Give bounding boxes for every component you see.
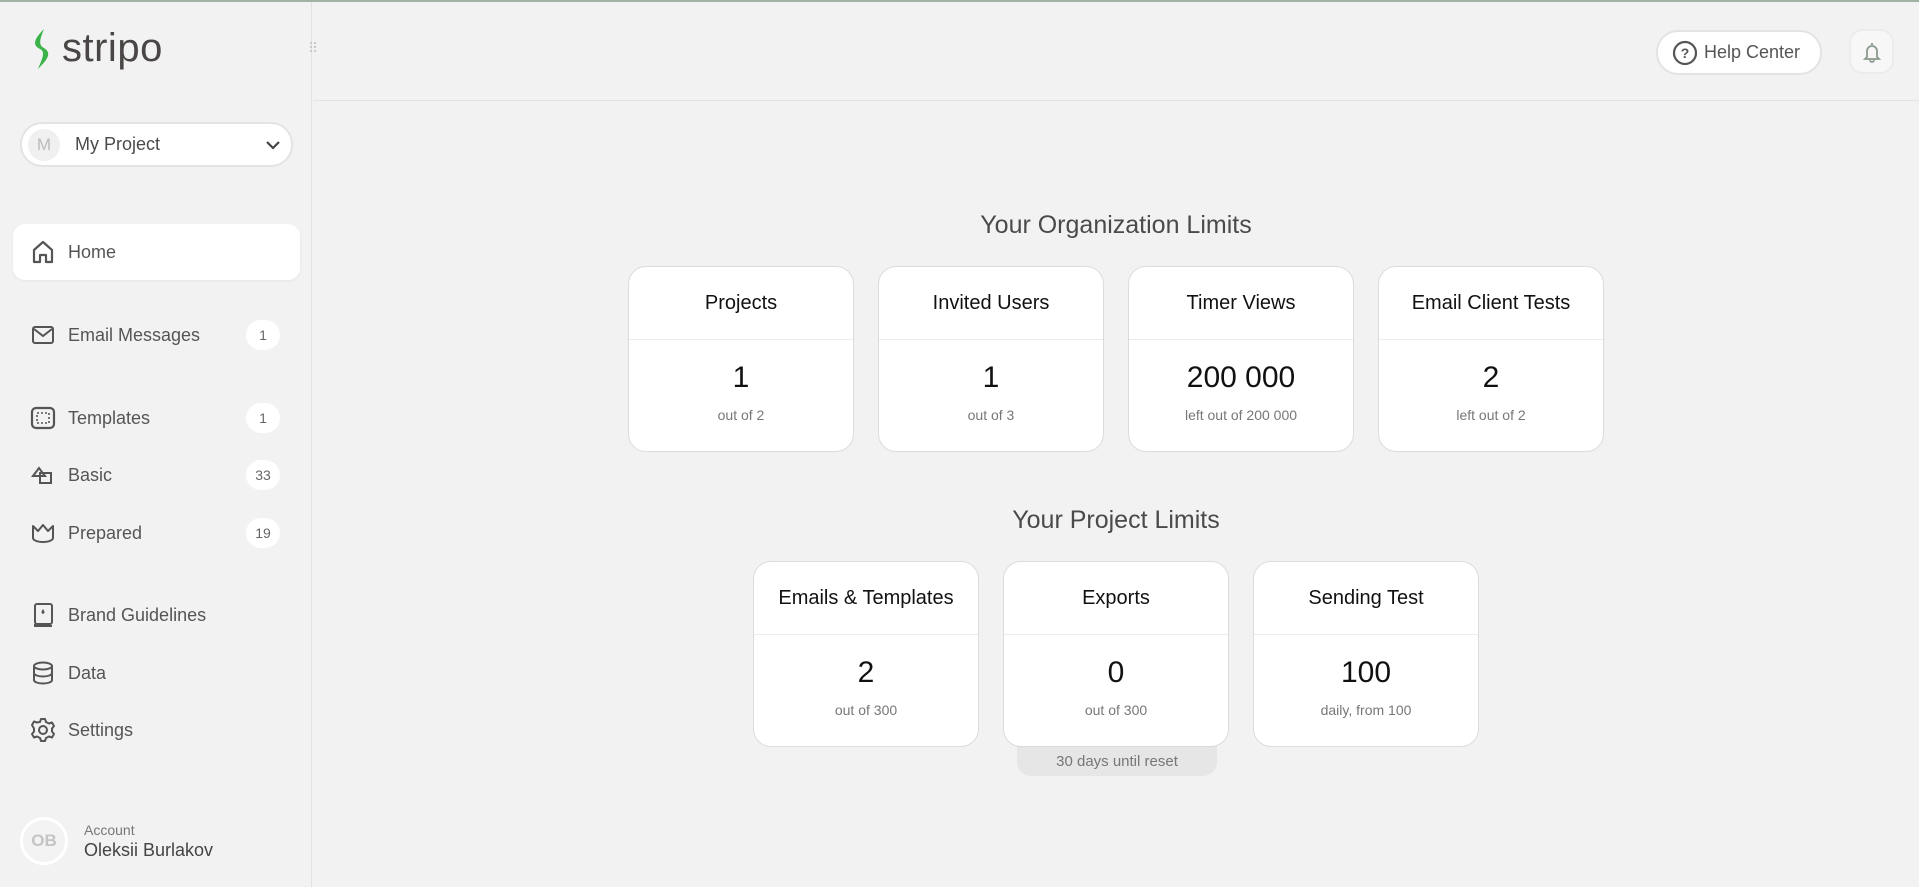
sidebar-item-label: Settings <box>68 719 134 740</box>
sidebar-item-label: Prepared <box>68 522 143 543</box>
count-badge: 1 <box>246 403 280 433</box>
limit-card-sending-test: Sending Test 100 daily, from 100 <box>1253 561 1479 747</box>
sidebar-item-brand-guidelines[interactable]: Brand Guidelines <box>13 587 300 643</box>
card-subtext: out of 300 <box>1084 702 1148 718</box>
card-title: Sending Test <box>1254 562 1478 635</box>
sidebar-resize-handle[interactable]: ⠿ <box>308 40 321 56</box>
card-value: 2 <box>1482 361 1500 394</box>
notifications-button[interactable] <box>1849 29 1894 74</box>
card-title: Projects <box>629 267 853 340</box>
account-label: Account <box>84 821 135 838</box>
sidebar-item-label: Home <box>68 241 117 262</box>
sidebar-item-label: Data <box>68 662 107 683</box>
home-icon <box>32 240 54 264</box>
sidebar-item-settings[interactable]: Settings <box>13 702 300 758</box>
sidebar-item-label: Basic <box>68 464 113 485</box>
database-icon <box>33 661 53 685</box>
logo-text: stripo <box>62 26 163 70</box>
sidebar-item-basic[interactable]: Basic 33 <box>13 447 300 503</box>
help-center-label: Help Center <box>1704 42 1801 62</box>
sidebar-item-label: Email Messages <box>68 324 201 345</box>
project-avatar: M <box>28 128 60 161</box>
limit-card-email-client-tests: Email Client Tests 2 left out of 2 <box>1378 266 1604 452</box>
card-subtext: out of 3 <box>967 407 1015 423</box>
sidebar-item-prepared[interactable]: Prepared 19 <box>13 505 300 561</box>
card-title: Exports <box>1004 562 1228 635</box>
count-badge: 33 <box>246 460 280 490</box>
limit-card-timer-views: Timer Views 200 000 left out of 200 000 <box>1128 266 1354 452</box>
card-value: 200 000 <box>1186 361 1296 394</box>
card-value: 1 <box>732 361 750 394</box>
brand-book-icon <box>34 603 53 627</box>
envelope-icon <box>32 326 54 344</box>
card-title: Invited Users <box>879 267 1103 340</box>
svg-text:?: ? <box>1681 45 1690 61</box>
org-limits-title: Your Organization Limits <box>980 211 1252 239</box>
project-select[interactable]: M My Project <box>20 122 293 167</box>
card-subtext: out of 2 <box>717 407 765 423</box>
card-subtext: left out of 200 000 <box>1184 407 1298 423</box>
chevron-down-icon <box>266 140 280 150</box>
card-value: 1 <box>982 361 1000 394</box>
sidebar-item-label: Brand Guidelines <box>68 604 207 625</box>
stripo-logo[interactable]: stripo <box>30 26 163 71</box>
card-value: 2 <box>857 656 875 689</box>
card-subtext: daily, from 100 <box>1320 702 1412 718</box>
stripo-logo-icon <box>35 28 49 69</box>
shapes-icon <box>31 466 52 484</box>
sidebar-item-data[interactable]: Data <box>13 645 300 701</box>
card-title: Emails & Templates <box>754 562 978 635</box>
template-icon <box>30 406 56 430</box>
avatar: OB <box>20 817 68 865</box>
question-circle-icon: ? <box>1672 40 1698 65</box>
count-badge: 1 <box>246 320 280 350</box>
card-subtext: out of 300 <box>834 702 898 718</box>
account-name: Oleksii Burlakov <box>84 839 214 860</box>
card-title: Email Client Tests <box>1379 267 1603 340</box>
project-limits-title: Your Project Limits <box>1012 506 1220 534</box>
card-subtext: left out of 2 <box>1456 407 1526 423</box>
sidebar-item-home[interactable]: Home <box>13 224 300 280</box>
limit-card-emails-templates: Emails & Templates 2 out of 300 <box>753 561 979 747</box>
gear-icon <box>31 718 55 742</box>
card-value: 0 <box>1107 656 1125 689</box>
limit-card-invited-users: Invited Users 1 out of 3 <box>878 266 1104 452</box>
limit-card-projects: Projects 1 out of 2 <box>628 266 854 452</box>
reset-note: 30 days until reset <box>1017 742 1217 776</box>
top-header: ? Help Center <box>313 2 1919 101</box>
sidebar: stripo ⠿ M My Project Home Email Message… <box>0 2 318 887</box>
sidebar-item-templates[interactable]: Templates 1 <box>13 390 300 446</box>
account-menu[interactable]: OB Account Oleksii Burlakov <box>20 817 213 865</box>
limit-card-exports: Exports 0 out of 300 <box>1003 561 1229 747</box>
bell-icon <box>1862 42 1881 63</box>
sidebar-item-email-messages[interactable]: Email Messages 1 <box>13 307 300 363</box>
card-value: 100 <box>1340 656 1392 689</box>
project-name: My Project <box>75 134 161 154</box>
card-title: Timer Views <box>1129 267 1353 340</box>
help-center-button[interactable]: ? Help Center <box>1656 30 1822 75</box>
count-badge: 19 <box>246 518 280 548</box>
crown-icon <box>32 524 54 543</box>
sidebar-item-label: Templates <box>68 407 151 428</box>
